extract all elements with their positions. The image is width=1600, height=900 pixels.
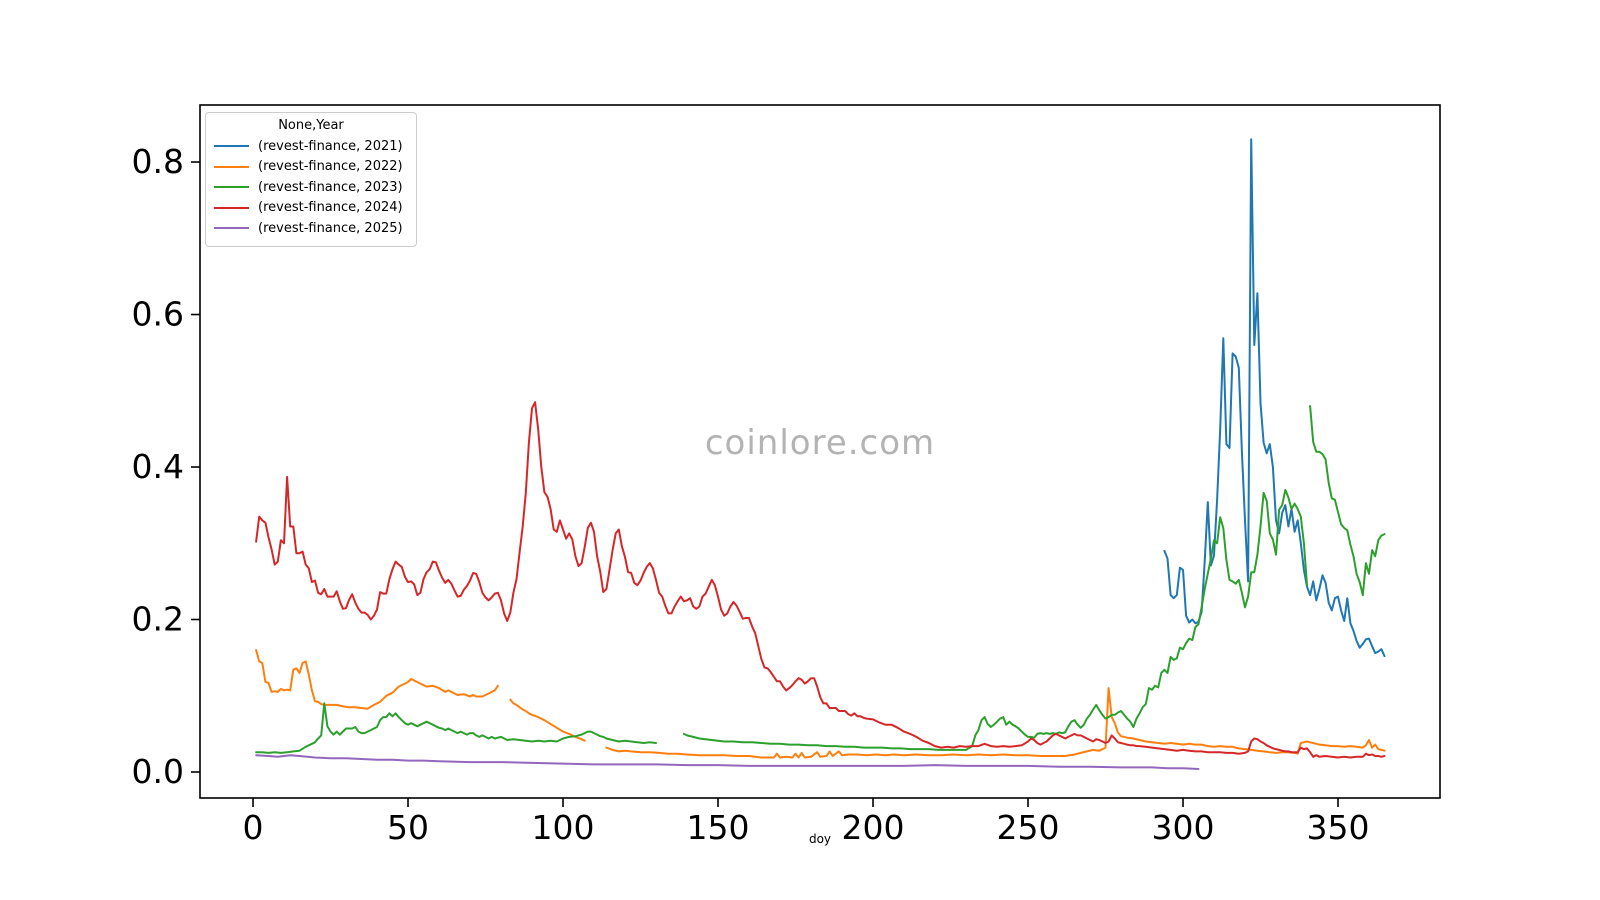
- y-tick-label: 0.4: [132, 447, 184, 486]
- series-line-revest-finance-2022: [255, 649, 1386, 759]
- legend-item-revest-finance-2024: (revest-finance, 2024): [214, 198, 408, 219]
- x-tick-label: 350: [1307, 808, 1370, 847]
- legend-swatch-icon: [214, 165, 249, 168]
- x-axis-label: doy: [808, 832, 832, 846]
- legend-item-label: (revest-finance, 2023): [258, 179, 403, 195]
- legend-swatch-icon: [214, 186, 249, 189]
- legend-swatch-icon: [214, 206, 249, 209]
- legend-item-label: (revest-finance, 2022): [258, 159, 403, 175]
- x-tick-label: 50: [387, 808, 429, 847]
- legend-item-revest-finance-2021: (revest-finance, 2021): [214, 136, 408, 157]
- legend: None,Year (revest-finance, 2021) (revest-…: [205, 112, 417, 247]
- x-tick-label: 300: [1152, 808, 1215, 847]
- legend-swatch-icon: [214, 227, 249, 230]
- series-line-revest-finance-2021: [1163, 138, 1386, 658]
- legend-item-revest-finance-2022: (revest-finance, 2022): [214, 157, 408, 178]
- x-tick-label: 0: [243, 808, 264, 847]
- series-line-revest-finance-2024: [255, 401, 1386, 759]
- legend-item-revest-finance-2025: (revest-finance, 2025): [214, 218, 408, 239]
- series-line-revest-finance-2025: [255, 754, 1200, 770]
- legend-item-label: (revest-finance, 2025): [258, 220, 403, 236]
- legend-item-revest-finance-2023: (revest-finance, 2023): [214, 177, 408, 198]
- x-tick-label: 150: [687, 808, 750, 847]
- y-tick-label: 0.0: [132, 752, 184, 791]
- y-tick-label: 0.6: [132, 295, 184, 334]
- legend-item-label: (revest-finance, 2024): [258, 200, 403, 216]
- legend-item-label: (revest-finance, 2021): [258, 138, 403, 154]
- legend-swatch-icon: [214, 145, 249, 148]
- series-line-revest-finance-2023: [255, 405, 1386, 754]
- watermark: coinlore.com: [704, 423, 936, 463]
- y-tick-label: 0.8: [132, 142, 184, 181]
- x-tick-label: 200: [842, 808, 905, 847]
- legend-items: (revest-finance, 2021) (revest-finance, 2…: [214, 136, 408, 239]
- legend-title: None,Year: [278, 118, 344, 133]
- axes-frame: [199, 104, 1441, 799]
- y-tick-label: 0.2: [132, 600, 184, 639]
- x-tick-label: 100: [532, 808, 595, 847]
- x-tick-label: 250: [997, 808, 1060, 847]
